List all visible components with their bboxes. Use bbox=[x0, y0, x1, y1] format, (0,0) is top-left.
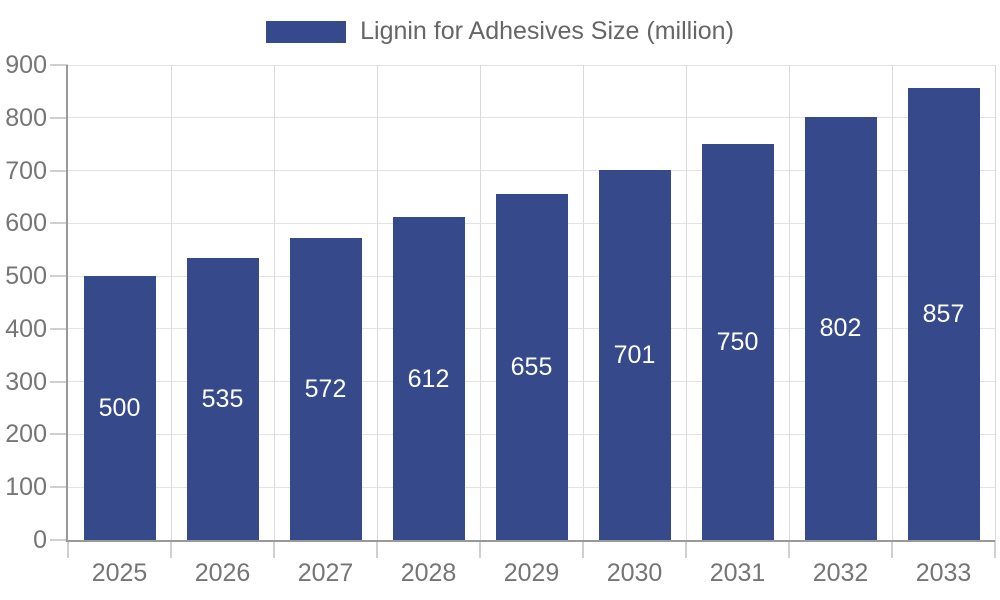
y-axis-tick bbox=[50, 433, 68, 436]
x-axis-tick-label: 2028 bbox=[400, 559, 457, 587]
y-axis-tick-label: 400 bbox=[5, 314, 47, 343]
x-axis-line bbox=[66, 540, 995, 542]
gridline-v bbox=[479, 65, 481, 540]
bar bbox=[907, 87, 980, 540]
x-axis-tick bbox=[170, 540, 172, 558]
bar bbox=[289, 238, 362, 540]
x-axis-tick-label: 2033 bbox=[915, 559, 972, 587]
gridline-h bbox=[68, 117, 995, 119]
gridline-v bbox=[273, 65, 275, 540]
y-axis-tick-label: 0 bbox=[33, 526, 47, 554]
x-axis-tick-label: 2025 bbox=[91, 559, 148, 587]
x-axis-tick bbox=[685, 540, 687, 558]
x-axis-tick bbox=[582, 540, 584, 558]
y-axis-tick-label: 800 bbox=[5, 103, 47, 132]
x-axis-tick-label: 2032 bbox=[812, 559, 869, 587]
y-axis-tick bbox=[50, 222, 68, 225]
x-axis-tick bbox=[67, 540, 69, 558]
x-axis-tick bbox=[994, 540, 996, 558]
y-axis-tick bbox=[50, 116, 68, 119]
gridline-v bbox=[170, 65, 172, 540]
legend-swatch bbox=[266, 20, 347, 43]
gridline-v bbox=[582, 65, 584, 540]
x-axis-tick bbox=[273, 540, 275, 558]
gridline-v bbox=[376, 65, 378, 540]
y-axis-tick-label: 200 bbox=[5, 420, 47, 449]
bar bbox=[186, 257, 259, 540]
x-axis-tick bbox=[891, 540, 893, 558]
x-axis-tick-label: 2030 bbox=[606, 559, 663, 587]
y-axis-tick-label: 300 bbox=[5, 367, 47, 396]
bar-value-label: 612 bbox=[407, 364, 450, 393]
bar bbox=[495, 194, 568, 540]
x-axis-tick bbox=[788, 540, 790, 558]
x-axis-tick-label: 2027 bbox=[297, 559, 354, 587]
bar-value-label: 572 bbox=[304, 375, 347, 404]
x-axis-tick-label: 2031 bbox=[709, 559, 766, 587]
y-axis-tick-label: 900 bbox=[5, 51, 47, 79]
y-axis-tick-label: 600 bbox=[5, 209, 47, 238]
bar-value-label: 655 bbox=[510, 353, 553, 382]
legend: Lignin for Adhesives Size (million) bbox=[0, 17, 1000, 46]
y-axis-tick-label: 100 bbox=[5, 473, 47, 502]
gridline-h bbox=[68, 170, 995, 172]
bar-value-label: 802 bbox=[819, 314, 862, 343]
legend-label: Lignin for Adhesives Size (million) bbox=[360, 17, 734, 45]
bar-value-label: 750 bbox=[716, 328, 759, 357]
gridline-v bbox=[685, 65, 687, 540]
gridline-h bbox=[68, 64, 995, 66]
bar bbox=[83, 276, 156, 540]
bar bbox=[804, 116, 877, 540]
x-axis-tick bbox=[479, 540, 481, 558]
y-axis-tick bbox=[50, 169, 68, 172]
x-axis-tick-label: 2026 bbox=[194, 559, 251, 587]
bar-value-label: 535 bbox=[201, 384, 244, 413]
y-axis-tick-label: 700 bbox=[5, 156, 47, 185]
y-axis-tick bbox=[50, 275, 68, 278]
y-axis-tick bbox=[50, 380, 68, 383]
y-axis-tick bbox=[50, 327, 68, 330]
bar bbox=[392, 217, 465, 540]
x-axis-tick-label: 2029 bbox=[503, 559, 560, 587]
x-axis-tick bbox=[376, 540, 378, 558]
bar-value-label: 500 bbox=[98, 394, 141, 423]
gridline-v bbox=[891, 65, 893, 540]
bar bbox=[701, 144, 774, 540]
y-axis-tick bbox=[50, 539, 68, 541]
y-axis-tick bbox=[50, 486, 68, 489]
bar bbox=[598, 170, 671, 540]
gridline-v bbox=[994, 65, 996, 540]
y-axis-line bbox=[66, 65, 68, 542]
bar-value-label: 701 bbox=[613, 341, 656, 369]
gridline-v bbox=[788, 65, 790, 540]
y-axis-tick bbox=[50, 64, 68, 66]
bar-value-label: 857 bbox=[922, 299, 965, 328]
y-axis-tick-label: 500 bbox=[5, 262, 47, 291]
